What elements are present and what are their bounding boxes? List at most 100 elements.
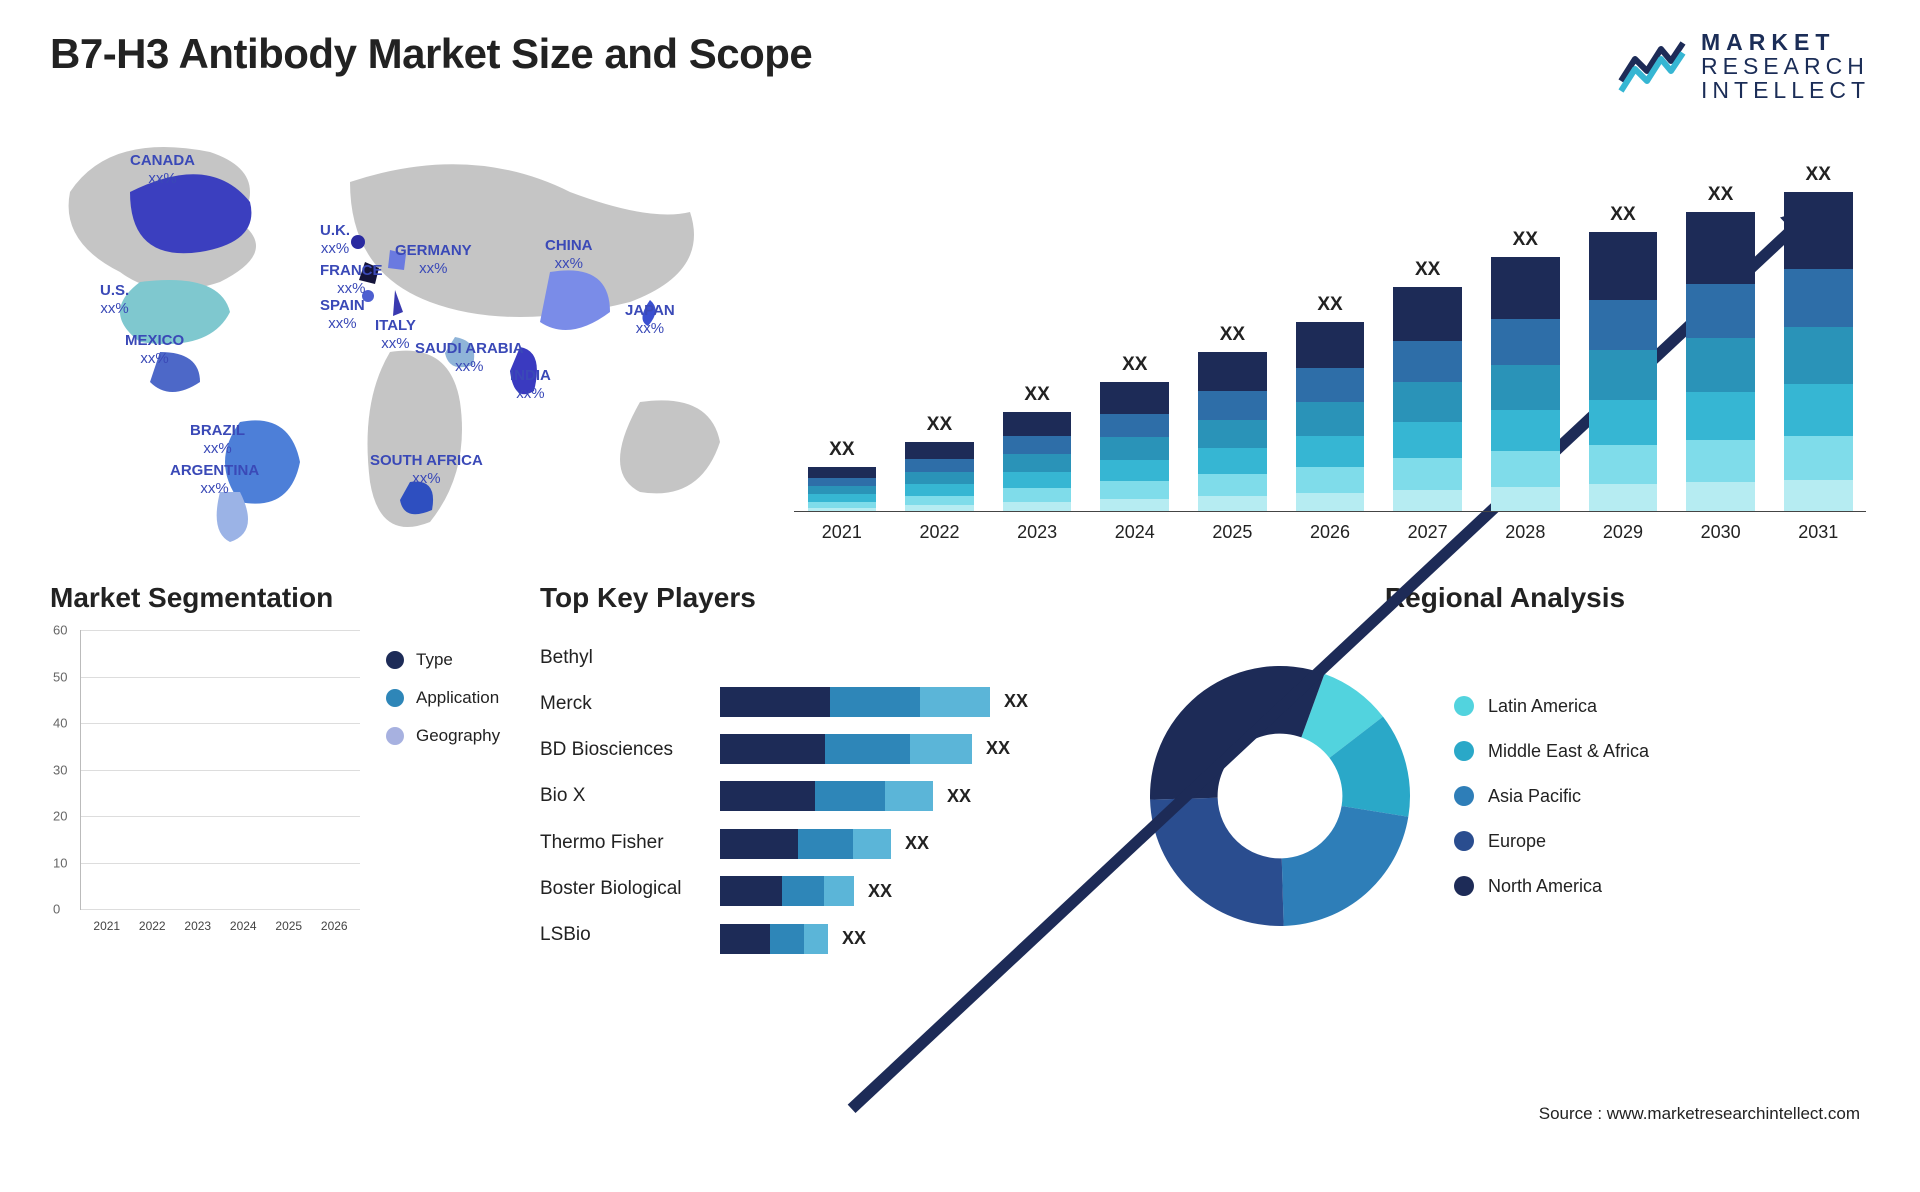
legend-label: Europe [1488,831,1546,852]
key-players-title: Top Key Players [540,582,1110,614]
logo-icon [1617,37,1687,95]
segmentation-chart: 202120222023202420252026 0102030405060 [80,630,360,910]
player-row: XX [720,781,1110,811]
regional-legend-item: Asia Pacific [1454,786,1649,807]
growth-xtick: 2025 [1191,516,1275,552]
seg-ytick: 30 [53,762,67,777]
growth-bar: XX [1581,172,1665,512]
seg-xtick: 2021 [89,919,125,933]
growth-bar-value: XX [1776,164,1860,186]
logo: MARKET RESEARCH INTELLECT [1617,30,1870,102]
donut-slice [1282,806,1409,926]
player-name: Boster Biological [540,878,700,900]
players-bars: XX XX XX XX XX XX [720,630,1110,962]
growth-bar-value: XX [1386,259,1470,281]
growth-xtick: 2026 [1288,516,1372,552]
bottom-row: Market Segmentation 20212022202320242025… [50,582,1870,962]
seg-ytick: 10 [53,855,67,870]
player-value: XX [905,833,929,854]
seg-ytick: 20 [53,809,67,824]
seg-xtick: 2024 [226,919,262,933]
growth-xtick: 2021 [800,516,884,552]
legend-dot [1454,696,1474,716]
growth-bar-value: XX [1191,324,1275,346]
player-row [720,639,1110,669]
player-name: Bio X [540,785,700,807]
growth-bar-value: XX [800,439,884,461]
player-name: BD Biosciences [540,739,700,761]
segmentation-panel: Market Segmentation 20212022202320242025… [50,582,510,962]
seg-xtick: 2025 [271,919,307,933]
logo-line1: MARKET [1701,30,1870,54]
growth-bar-value: XX [1679,184,1763,206]
map-label: U.K.xx% [320,222,350,257]
growth-bar: XX [995,172,1079,512]
legend-dot [1454,831,1474,851]
regional-legend-item: Middle East & Africa [1454,741,1649,762]
legend-label: Geography [416,726,500,746]
growth-bar: XX [1483,172,1567,512]
player-value: XX [868,881,892,902]
map-label: ARGENTINAxx% [170,462,259,497]
map-label: GERMANYxx% [395,242,472,277]
map-label: SOUTH AFRICAxx% [370,452,483,487]
player-name: LSBio [540,924,700,946]
regional-legend-item: North America [1454,876,1649,897]
growth-bar-value: XX [1288,294,1372,316]
seg-ytick: 40 [53,716,67,731]
player-value: XX [1004,691,1028,712]
regional-legend-item: Europe [1454,831,1649,852]
seg-xtick: 2022 [135,919,171,933]
donut-slice [1150,798,1284,926]
player-row: XX [720,734,1110,764]
growth-bar-value: XX [1483,229,1567,251]
regional-legend: Latin AmericaMiddle East & AfricaAsia Pa… [1454,696,1649,897]
player-row: XX [720,829,1110,859]
growth-xtick: 2024 [1093,516,1177,552]
header: B7-H3 Antibody Market Size and Scope MAR… [50,30,1870,102]
player-value: XX [947,786,971,807]
logo-text: MARKET RESEARCH INTELLECT [1701,30,1870,102]
map-label: CANADAxx% [130,152,195,187]
legend-dot [386,689,404,707]
legend-dot [1454,741,1474,761]
map-label: JAPANxx% [625,302,675,337]
player-value: XX [986,738,1010,759]
player-name: Thermo Fisher [540,832,700,854]
growth-bar-value: XX [1581,204,1665,226]
player-row: XX [720,924,1110,954]
seg-ytick: 60 [53,623,67,638]
legend-dot [1454,786,1474,806]
legend-dot [386,727,404,745]
world-map-panel: CANADAxx%U.S.xx%MEXICOxx%BRAZILxx%ARGENT… [50,122,740,552]
regional-title: Regional Analysis [1140,582,1870,614]
map-label: ITALYxx% [375,317,416,352]
growth-xtick: 2029 [1581,516,1665,552]
growth-bar: XX [1288,172,1372,512]
seg-ytick: 0 [53,902,60,917]
player-row: XX [720,876,1110,906]
map-label: INDIAxx% [510,367,551,402]
legend-label: Asia Pacific [1488,786,1581,807]
logo-line2: RESEARCH [1701,54,1870,78]
growth-bar: XX [1679,172,1763,512]
seg-ytick: 50 [53,669,67,684]
map-label: SAUDI ARABIAxx% [415,340,524,375]
growth-xtick: 2022 [898,516,982,552]
growth-bar: XX [898,172,982,512]
seg-xtick: 2026 [317,919,353,933]
growth-bar: XX [1776,172,1860,512]
seg-legend-item: Application [386,688,500,708]
growth-xtick: 2023 [995,516,1079,552]
growth-bar: XX [1386,172,1470,512]
map-label: MEXICOxx% [125,332,184,367]
growth-xtick: 2028 [1483,516,1567,552]
growth-chart: XXXXXXXXXXXXXXXXXXXXXX 20212022202320242… [790,132,1870,552]
map-label: SPAINxx% [320,297,365,332]
key-players-panel: Top Key Players BethylMerckBD Bioscience… [540,582,1110,962]
segmentation-title: Market Segmentation [50,582,510,614]
page-title: B7-H3 Antibody Market Size and Scope [50,30,812,78]
regional-panel: Regional Analysis Latin AmericaMiddle Ea… [1140,582,1870,962]
map-label: BRAZILxx% [190,422,245,457]
player-value: XX [842,928,866,949]
